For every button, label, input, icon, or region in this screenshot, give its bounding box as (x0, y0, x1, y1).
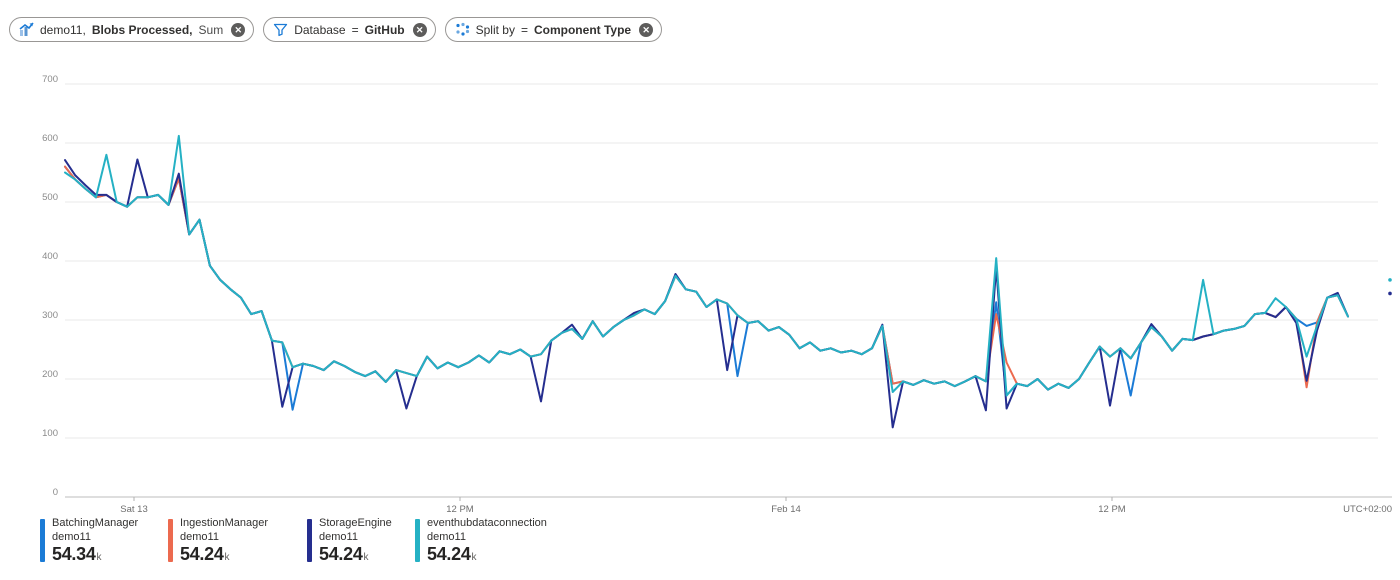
y-axis-label: 0 (53, 487, 58, 498)
metric-pill[interactable]: demo11, Blobs Processed, Sum ✕ (9, 17, 255, 42)
legend-item-batchingmanager[interactable]: BatchingManager demo11 54.34k (40, 517, 138, 568)
legend-item-eventhubdataconnection[interactable]: eventhubdataconnection demo11 54.24k (415, 517, 547, 568)
legend-unit: k (224, 552, 230, 563)
filter-pill-close-icon[interactable]: ✕ (412, 22, 427, 37)
y-axis-label: 200 (42, 369, 58, 380)
database-filter-pill[interactable]: Database = GitHub ✕ (263, 17, 436, 42)
y-axis-label: 300 (42, 310, 58, 321)
legend-resource: demo11 (52, 531, 91, 543)
legend-color-bar (307, 519, 312, 562)
legend-total-value: 54.24k (319, 544, 369, 564)
series-line-eventhubdataconnection[interactable] (64, 134, 1349, 397)
series-line-IngestionManager[interactable] (64, 165, 1349, 391)
legend-color-bar (415, 519, 420, 562)
split-pill-operator: = (520, 22, 528, 37)
metrics-line-chart[interactable]: 700 600 500 400 300 200 100 0 Sat 13 12 PM Feb 14 1… (0, 48, 1400, 518)
x-axis-label: 12 PM (1098, 504, 1126, 515)
filter-pill-label: Database (294, 22, 346, 37)
filter-pill-bar: demo11, Blobs Processed, Sum ✕ Database … (9, 17, 663, 42)
legend-series-name: IngestionManager (180, 517, 269, 529)
legend-color-bar (40, 519, 45, 562)
y-axis-label: 500 (42, 192, 58, 203)
chart-legend: BatchingManager demo11 54.34k IngestionM… (0, 517, 1400, 577)
split-pill-value: Component Type (533, 22, 632, 37)
x-axis-label: 12 PM (446, 504, 474, 515)
y-axis-label: 400 (42, 251, 58, 262)
legend-unit: k (363, 552, 369, 563)
metrics-chart-icon (19, 22, 34, 37)
y-axis-label: 700 (42, 74, 58, 85)
legend-series-name: eventhubdataconnection (427, 517, 547, 529)
metric-pill-close-icon[interactable]: ✕ (231, 22, 246, 37)
legend-item-storageengine[interactable]: StorageEngine demo11 54.24k (307, 517, 392, 568)
legend-unit: k (96, 552, 102, 563)
legend-resource: demo11 (427, 531, 466, 543)
split-pill-close-icon[interactable]: ✕ (639, 22, 654, 37)
legend-resource: demo11 (319, 531, 358, 543)
legend-total-value: 54.24k (427, 544, 477, 564)
legend-resource: demo11 (180, 531, 219, 543)
y-axis-label: 100 (42, 428, 58, 439)
legend-item-ingestionmanager[interactable]: IngestionManager demo11 54.24k (168, 517, 268, 568)
filter-pill-operator: = (351, 22, 359, 37)
legend-series-name: StorageEngine (319, 517, 392, 529)
x-axis-label: Sat 13 (120, 504, 147, 515)
edge-data-dot (1388, 278, 1392, 282)
legend-unit: k (471, 552, 477, 563)
metric-pill-aggregation: Sum (198, 22, 224, 37)
legend-total-value: 54.24k (180, 544, 230, 564)
legend-color-bar (168, 519, 173, 562)
filter-funnel-icon (273, 22, 288, 37)
split-by-icon (455, 22, 470, 37)
legend-total-value: 54.34k (52, 544, 102, 564)
edge-data-dot (1388, 291, 1392, 296)
y-axis-label: 600 (42, 133, 58, 144)
series-line-BatchingManager[interactable] (64, 165, 1349, 411)
metric-pill-scope: demo11, (40, 22, 86, 37)
legend-series-name: BatchingManager (52, 517, 139, 529)
chart-area[interactable]: 700 600 500 400 300 200 100 0 Sat 13 12 PM Feb 14 1… (0, 48, 1400, 518)
split-by-pill[interactable]: Split by = Component Type ✕ (444, 17, 663, 42)
metric-pill-metric: Blobs Processed, (91, 22, 193, 37)
x-axis-label: Feb 14 (771, 504, 801, 515)
series-line-StorageEngine[interactable] (64, 158, 1349, 429)
timezone-label: UTC+02:00 (1343, 504, 1392, 515)
split-pill-label: Split by (475, 22, 515, 37)
filter-pill-value: GitHub (364, 22, 405, 37)
